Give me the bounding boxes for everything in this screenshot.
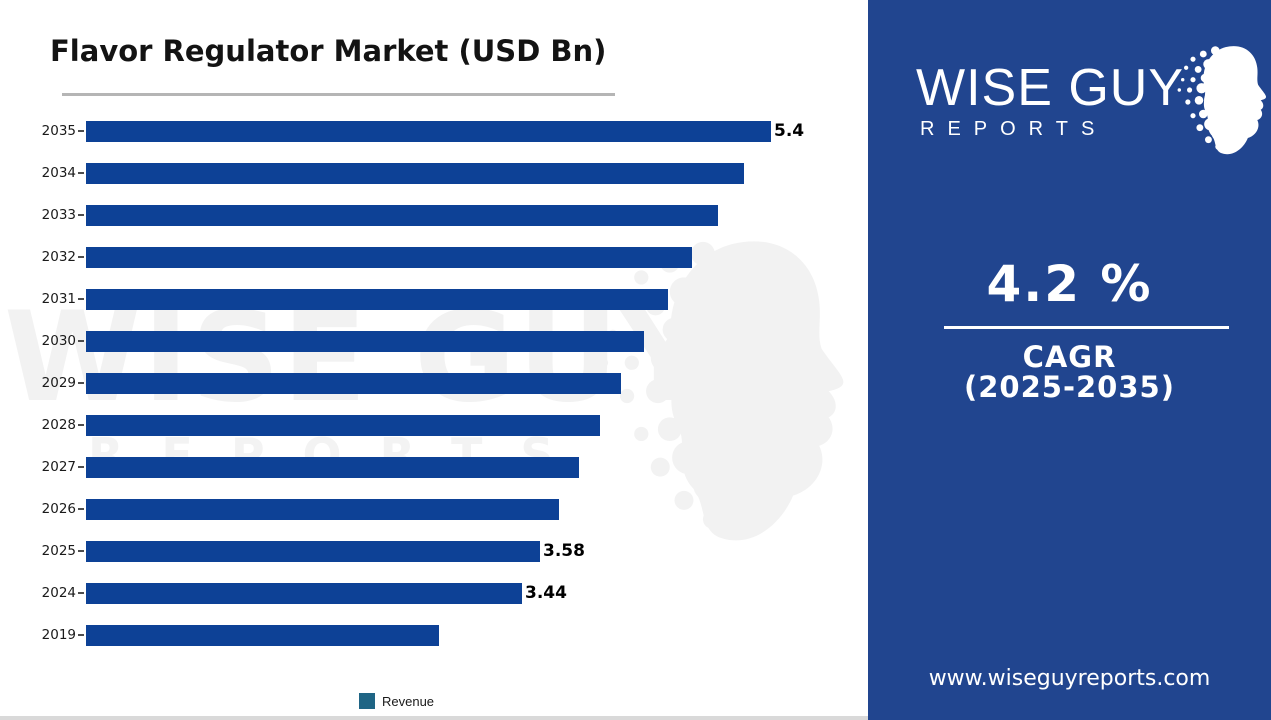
axis-tick bbox=[78, 214, 84, 216]
year-tick-label: 2024 bbox=[41, 585, 76, 601]
year-tick-label: 2032 bbox=[41, 249, 76, 265]
revenue-bar-2034 bbox=[86, 162, 744, 184]
bar-row-2033: 2033 bbox=[24, 204, 718, 226]
bar-plot: 2035 5.4 2034 2033 2032 2031 2030 2029 2028 2027 2… bbox=[24, 120, 868, 680]
axis-tick bbox=[78, 550, 84, 552]
axis-tick bbox=[78, 382, 84, 384]
bar-row-2026: 2026 bbox=[24, 498, 559, 520]
bar-row-2029: 2029 bbox=[24, 372, 621, 394]
axis-tick bbox=[78, 466, 84, 468]
website-url: www.wiseguyreports.com bbox=[928, 666, 1211, 691]
year-tick-label: 2031 bbox=[41, 291, 76, 307]
revenue-bar-2027 bbox=[86, 456, 579, 478]
bar-value-label: 5.4 bbox=[774, 121, 805, 141]
axis-tick bbox=[78, 508, 84, 510]
year-tick-label: 2028 bbox=[41, 417, 76, 433]
axis-tick bbox=[78, 298, 84, 300]
logo-text: WISE GUY REPORTS bbox=[916, 42, 1184, 141]
year-tick-label: 2035 bbox=[41, 123, 76, 139]
bar-row-2032: 2032 bbox=[24, 246, 692, 268]
year-tick-label: 2026 bbox=[41, 501, 76, 517]
brand-panel: WISE GUY REPORTS bbox=[868, 0, 1271, 720]
legend: Revenue bbox=[359, 693, 434, 709]
axis-tick bbox=[78, 340, 84, 342]
year-tick-label: 2025 bbox=[41, 543, 76, 559]
bar-row-2027: 2027 bbox=[24, 456, 579, 478]
chart-area: WISE GUY REPORTS bbox=[0, 34, 868, 720]
bar-row-2024: 2024 3.44 bbox=[24, 582, 567, 604]
bar-row-2025: 2025 3.58 bbox=[24, 540, 585, 562]
revenue-bar-2028 bbox=[86, 414, 600, 436]
axis-tick bbox=[78, 424, 84, 426]
cagr-divider-line bbox=[944, 326, 1229, 329]
year-tick-label: 2019 bbox=[41, 627, 76, 643]
logo-reports-text: REPORTS bbox=[920, 118, 1108, 140]
year-tick-label: 2030 bbox=[41, 333, 76, 349]
legend-label: Revenue bbox=[382, 693, 435, 709]
bar-row-2030: 2030 bbox=[24, 330, 644, 352]
revenue-bar-2026 bbox=[86, 498, 559, 520]
year-tick-label: 2027 bbox=[41, 459, 76, 475]
bar-row-2034: 2034 bbox=[24, 162, 744, 184]
revenue-bar-2025 bbox=[86, 540, 540, 562]
bar-value-label: 3.44 bbox=[525, 583, 567, 603]
cagr-value: 4.2 % bbox=[986, 255, 1153, 313]
bar-row-2028: 2028 bbox=[24, 414, 600, 436]
revenue-bar-2024 bbox=[86, 582, 522, 604]
bar-value-label: 3.58 bbox=[543, 541, 585, 561]
cagr-label: CAGR bbox=[1022, 340, 1117, 374]
axis-tick bbox=[78, 172, 84, 174]
revenue-bar-2035 bbox=[86, 120, 771, 142]
legend-swatch bbox=[359, 693, 375, 709]
cagr-period: (2025-2035) bbox=[964, 370, 1175, 404]
wise-guy-reports-logo: WISE GUY REPORTS bbox=[916, 42, 1267, 172]
axis-tick bbox=[78, 130, 84, 132]
year-tick-label: 2034 bbox=[41, 165, 76, 181]
revenue-bar-2031 bbox=[86, 288, 668, 310]
revenue-bar-2033 bbox=[86, 204, 718, 226]
title-underline bbox=[62, 93, 615, 96]
bar-row-2035: 2035 5.4 bbox=[24, 120, 804, 142]
year-tick-label: 2029 bbox=[41, 375, 76, 391]
revenue-bar-2030 bbox=[86, 330, 644, 352]
axis-tick bbox=[78, 256, 84, 258]
head-profile-dots-icon bbox=[1170, 42, 1270, 162]
bottom-border-line bbox=[0, 716, 868, 720]
revenue-bar-2029 bbox=[86, 372, 621, 394]
axis-tick bbox=[78, 592, 84, 594]
year-tick-label: 2033 bbox=[41, 207, 76, 223]
bar-row-2019: 2019 bbox=[24, 624, 439, 646]
revenue-bar-2032 bbox=[86, 246, 692, 268]
bar-row-2031: 2031 bbox=[24, 288, 668, 310]
chart-title: Flavor Regulator Market (USD Bn) bbox=[50, 34, 607, 68]
logo-wise-guy-text: WISE GUY bbox=[916, 59, 1185, 117]
axis-tick bbox=[78, 634, 84, 636]
revenue-bar-2019 bbox=[86, 624, 439, 646]
